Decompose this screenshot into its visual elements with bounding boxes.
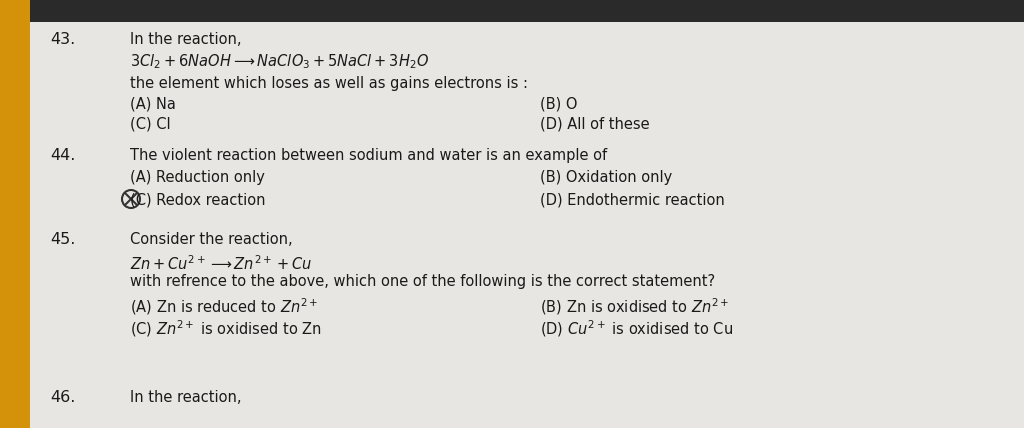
Text: (C) $Zn^{2+}$ is oxidised to Zn: (C) $Zn^{2+}$ is oxidised to Zn <box>130 318 322 339</box>
Text: (C) Cl: (C) Cl <box>130 116 171 131</box>
Text: In the reaction,: In the reaction, <box>130 32 242 47</box>
Text: (D) Endothermic reaction: (D) Endothermic reaction <box>540 192 725 207</box>
Text: (B) Zn is oxidised to $Zn^{2+}$: (B) Zn is oxidised to $Zn^{2+}$ <box>540 296 729 317</box>
Text: The violent reaction between sodium and water is an example of: The violent reaction between sodium and … <box>130 148 607 163</box>
Text: Consider the reaction,: Consider the reaction, <box>130 232 293 247</box>
Bar <box>0 0 30 428</box>
Text: (A) Na: (A) Na <box>130 96 176 111</box>
Text: (D) All of these: (D) All of these <box>540 116 649 131</box>
Text: $Zn + Cu^{2+}\longrightarrow Zn^{2+} + Cu$: $Zn + Cu^{2+}\longrightarrow Zn^{2+} + C… <box>130 254 312 273</box>
Text: (D) $Cu^{2+}$ is oxidised to Cu: (D) $Cu^{2+}$ is oxidised to Cu <box>540 318 733 339</box>
Text: In the reaction,: In the reaction, <box>130 390 242 405</box>
Text: $3Cl_2 + 6NaOH\longrightarrow NaClO_3 + 5NaCl + 3H_2O$: $3Cl_2 + 6NaOH\longrightarrow NaClO_3 + … <box>130 52 429 71</box>
Text: 46.: 46. <box>50 390 76 405</box>
Text: (B) Oxidation only: (B) Oxidation only <box>540 170 672 185</box>
Text: 43.: 43. <box>50 32 75 47</box>
Text: 44.: 44. <box>50 148 76 163</box>
Text: (A) Zn is reduced to $Zn^{2+}$: (A) Zn is reduced to $Zn^{2+}$ <box>130 296 318 317</box>
Text: the element which loses as well as gains electrons is :: the element which loses as well as gains… <box>130 76 528 91</box>
Text: (B) O: (B) O <box>540 96 578 111</box>
Text: with refrence to the above, which one of the following is the correct statement?: with refrence to the above, which one of… <box>130 274 715 289</box>
Text: 45.: 45. <box>50 232 76 247</box>
Bar <box>30 0 1024 22</box>
Text: (C) Redox reaction: (C) Redox reaction <box>130 192 265 207</box>
Text: (A) Reduction only: (A) Reduction only <box>130 170 265 185</box>
